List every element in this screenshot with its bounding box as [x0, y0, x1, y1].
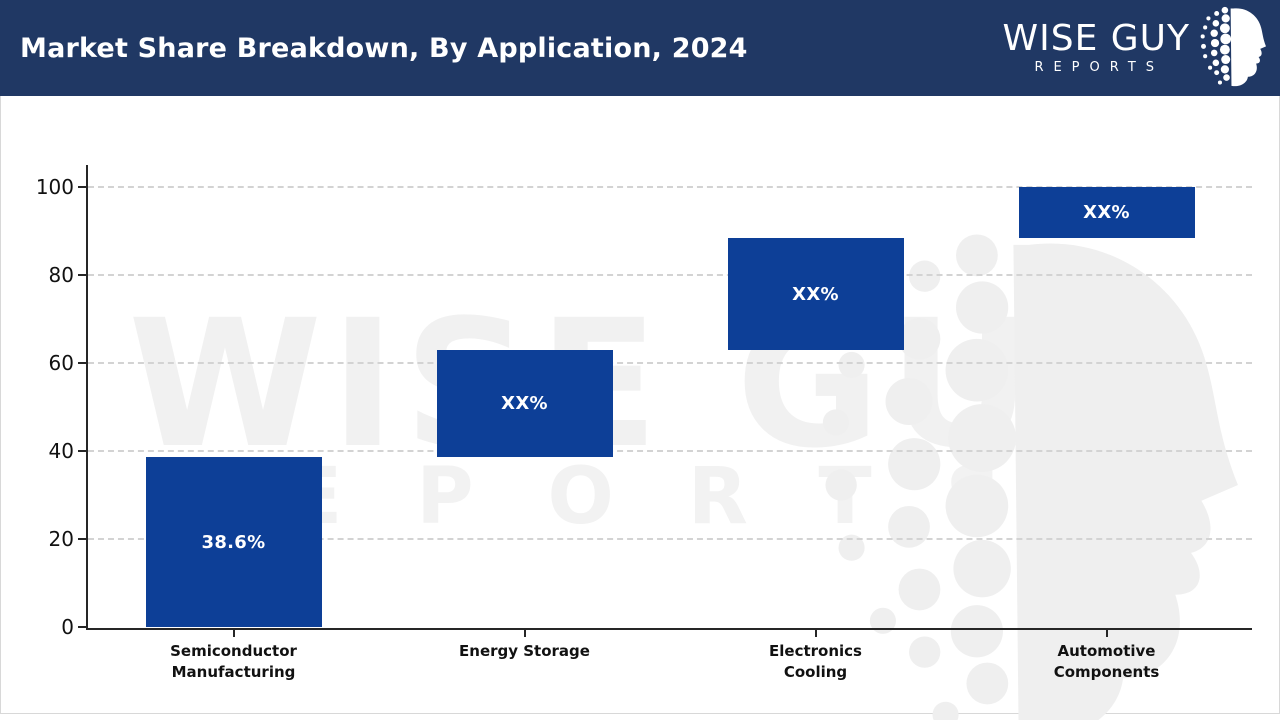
- brand-subtitle: REPORTS: [1034, 60, 1165, 75]
- y-tick-label: 80: [48, 263, 74, 287]
- gridline: [88, 450, 1252, 452]
- bar-value-label: XX%: [501, 392, 548, 414]
- brand-face-icon: [1200, 6, 1266, 87]
- y-tick-mark: [78, 274, 87, 276]
- gridline: [88, 274, 1252, 276]
- gridline: [88, 362, 1252, 364]
- bar: 38.6%: [145, 457, 322, 627]
- bar-value-label: XX%: [792, 283, 839, 305]
- gridline: [88, 186, 1252, 188]
- bar: XX%: [727, 238, 904, 350]
- header-bar: Market Share Breakdown, By Application, …: [0, 0, 1280, 96]
- y-axis: [86, 165, 88, 630]
- bar-value-label: 38.6%: [201, 531, 266, 553]
- chart-title: Market Share Breakdown, By Application, …: [20, 32, 748, 64]
- gridline: [88, 538, 1252, 540]
- y-tick-mark: [78, 362, 87, 364]
- y-tick-label: 20: [48, 527, 74, 551]
- category-label: Energy Storage: [459, 642, 590, 660]
- x-tick-mark: [1105, 630, 1108, 637]
- y-tick-label: 0: [61, 615, 74, 639]
- brand-logo-text: WISE GUY REPORTS: [1002, 18, 1191, 76]
- bar: XX%: [436, 349, 613, 458]
- y-tick-mark: [78, 186, 87, 188]
- y-tick-label: 100: [35, 175, 74, 199]
- bar: XX%: [1018, 187, 1195, 239]
- brand-name: WISE GUY: [1002, 18, 1190, 59]
- category-label: Automotive Components: [1053, 642, 1160, 681]
- y-tick-label: 40: [48, 439, 74, 463]
- bar-value-label: XX%: [1083, 202, 1130, 224]
- y-tick-mark: [78, 538, 87, 540]
- y-tick-mark: [78, 626, 87, 628]
- category-label: Semiconductor Manufacturing: [170, 642, 297, 681]
- y-tick-mark: [78, 450, 87, 452]
- x-tick-mark: [523, 630, 526, 637]
- category-label: Electronics Cooling: [769, 642, 862, 681]
- x-axis: [86, 628, 1252, 630]
- x-tick-mark: [232, 630, 235, 637]
- brand-logo: WISE GUY REPORTS: [1002, 5, 1266, 91]
- y-tick-label: 60: [48, 351, 74, 375]
- x-tick-mark: [814, 630, 817, 637]
